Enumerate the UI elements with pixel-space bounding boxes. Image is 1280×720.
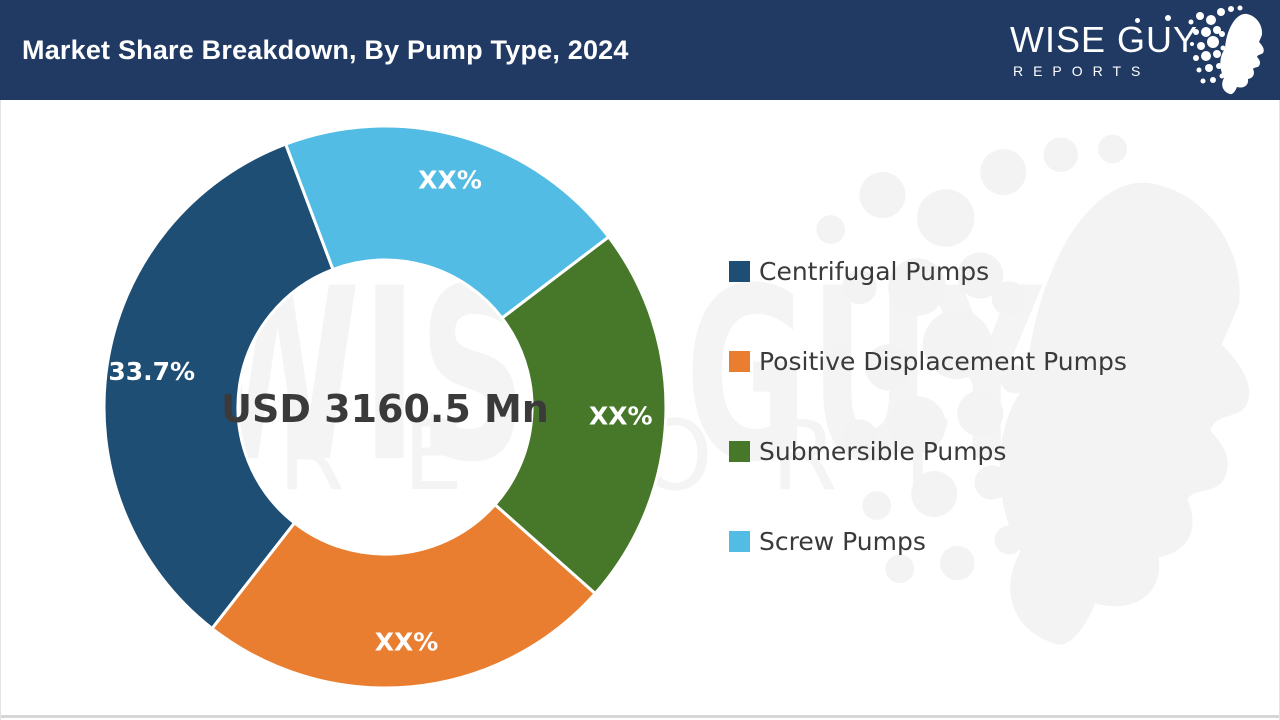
- donut-slice-submersible-pumps: [493, 235, 668, 595]
- slice-label: XX%: [418, 166, 482, 195]
- legend-item-submersible-pumps: Submersible Pumps: [729, 436, 1127, 466]
- logo-wordmark-line2: REPORTS: [1012, 62, 1151, 79]
- slice-label: XX%: [375, 628, 439, 657]
- left-border: [0, 100, 1, 720]
- donut-slice-screw-pumps: [284, 124, 611, 320]
- legend-label: Positive Displacement Pumps: [759, 346, 1127, 376]
- donut-slice-centrifugal-pumps: [102, 142, 335, 630]
- legend-label: Screw Pumps: [759, 526, 926, 556]
- legend-swatch: [729, 440, 750, 462]
- logo-wordmark-line1: WISE GUY: [1009, 18, 1198, 60]
- center-value: USD 3160.5 Mn: [221, 387, 549, 431]
- wise-guy-logo: WISE GUY REPORTS: [1010, 4, 1266, 96]
- legend: Centrifugal Pumps Positive Displacement …: [729, 256, 1127, 616]
- legend-item-centrifugal-pumps: Centrifugal Pumps: [729, 256, 1127, 286]
- legend-item-positive-displacement-pumps: Positive Displacement Pumps: [729, 346, 1127, 376]
- logo-dot-icon: [1164, 14, 1171, 21]
- bottom-border: [0, 715, 1280, 718]
- donut-slice-positive-displacement-pumps: [210, 503, 597, 690]
- header-banner: Market Share Breakdown, By Pump Type, 20…: [0, 0, 1280, 100]
- page-title: Market Share Breakdown, By Pump Type, 20…: [22, 34, 629, 65]
- logo-dot-icon: [1134, 17, 1140, 23]
- legend-swatch: [729, 350, 750, 372]
- legend-item-screw-pumps: Screw Pumps: [729, 526, 1127, 556]
- legend-swatch: [729, 260, 750, 282]
- legend-label: Centrifugal Pumps: [759, 256, 990, 286]
- slice-label: 33.7%: [108, 357, 195, 386]
- logo-wordmark: WISE GUY REPORTS: [1009, 14, 1198, 79]
- legend-swatch: [729, 530, 750, 552]
- dotted-head-icon: [1188, 5, 1264, 95]
- legend-label: Submersible Pumps: [759, 436, 1007, 466]
- slice-label: XX%: [589, 401, 653, 430]
